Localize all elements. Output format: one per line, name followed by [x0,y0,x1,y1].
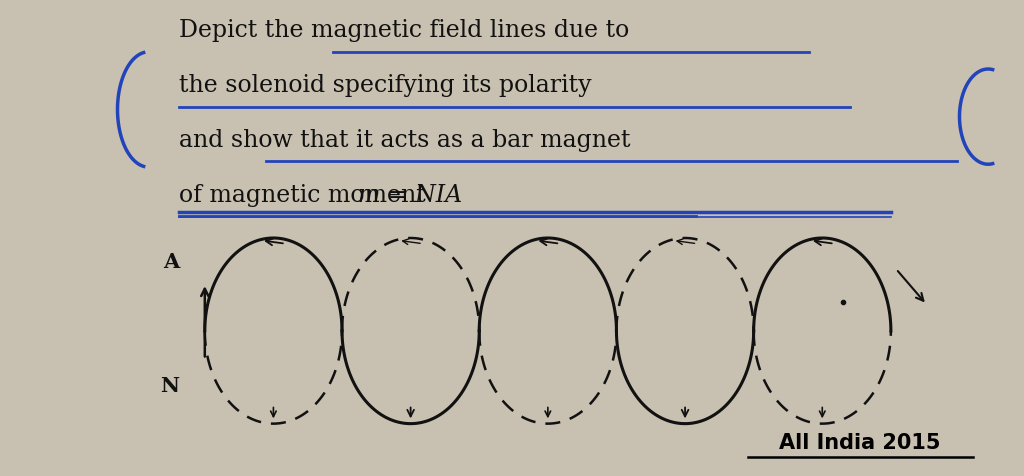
Text: A: A [163,252,179,272]
Text: m = NIA: m = NIA [358,184,463,207]
Text: N: N [160,376,179,396]
Text: Depict the magnetic field lines due to: Depict the magnetic field lines due to [179,20,630,42]
Text: of magnetic moment: of magnetic moment [179,184,433,207]
Text: All India 2015: All India 2015 [779,433,941,453]
Text: and show that it acts as a bar magnet: and show that it acts as a bar magnet [179,129,631,152]
Text: the solenoid specifying its polarity: the solenoid specifying its polarity [179,74,592,97]
